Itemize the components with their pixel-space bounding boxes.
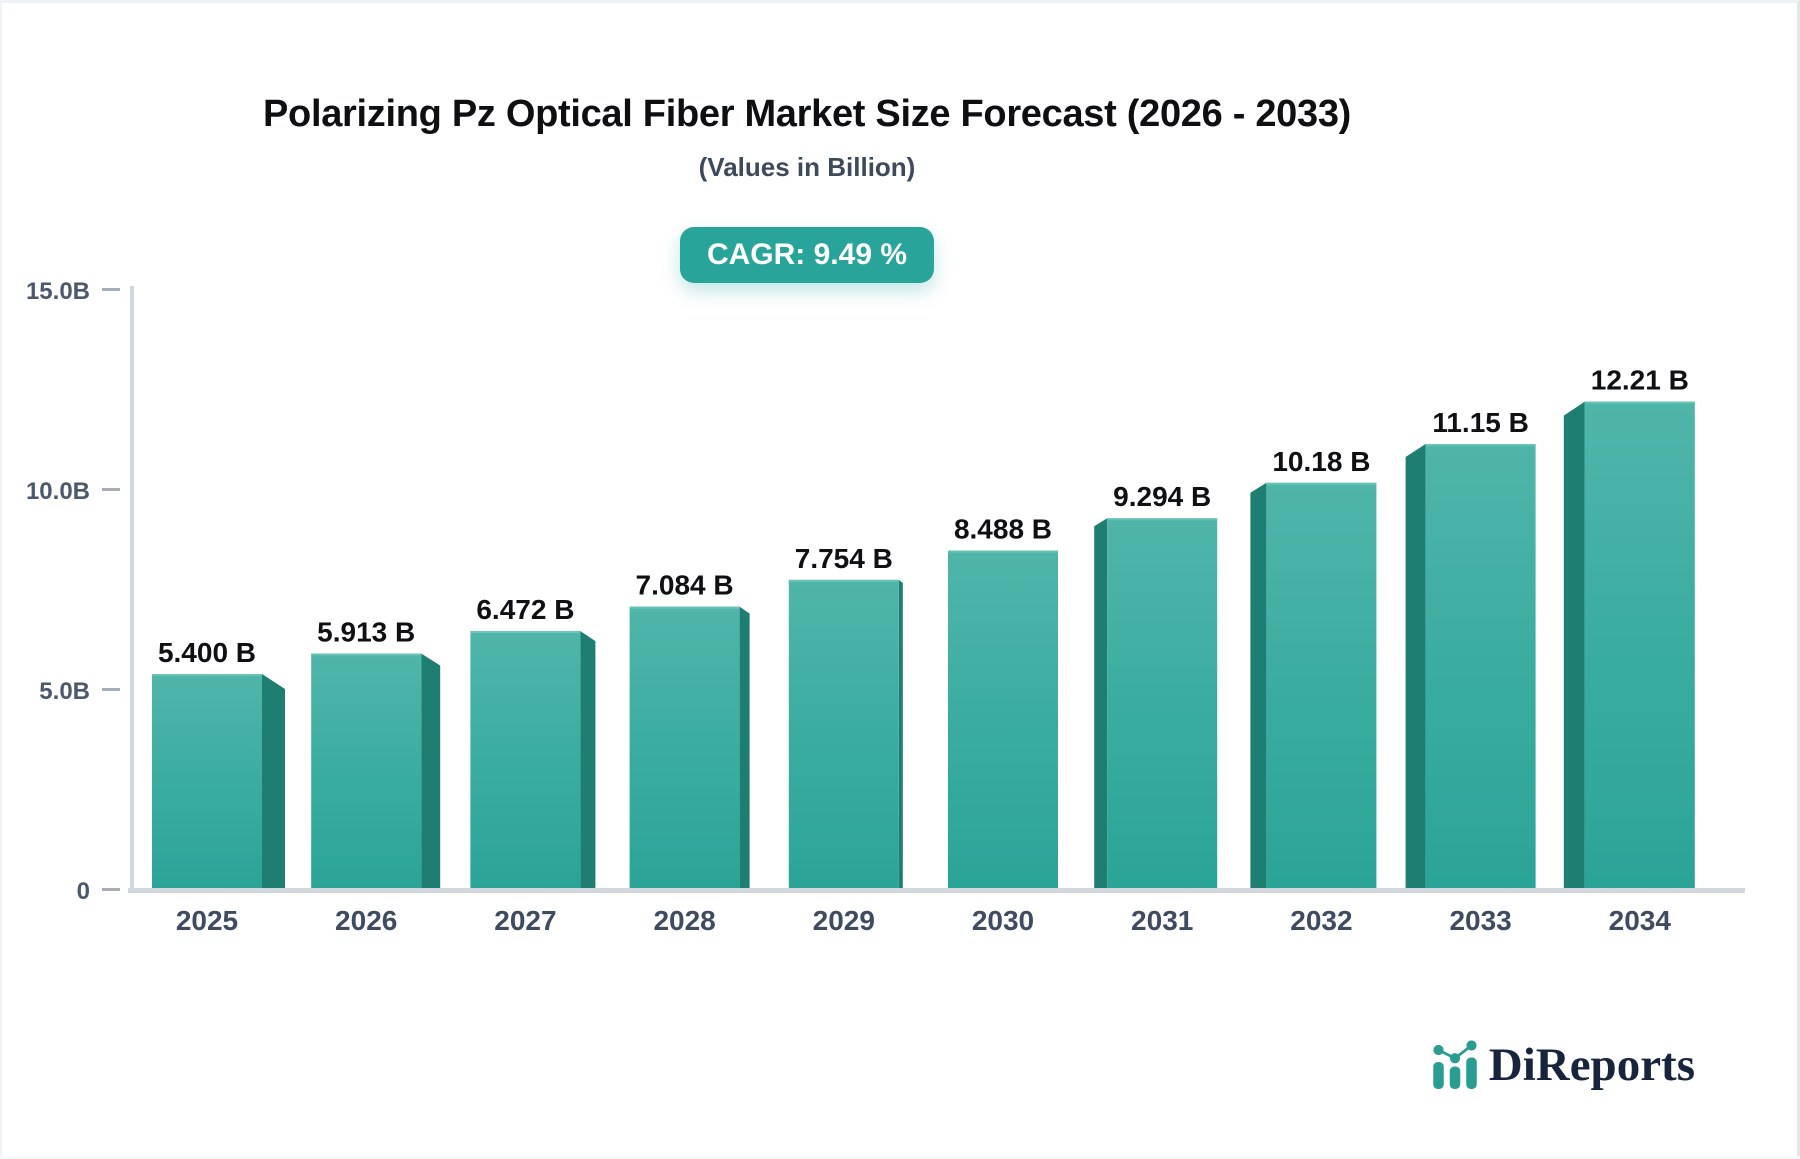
x-label-2028: 2028	[653, 905, 715, 936]
chart-subtitle: (Values in Billion)	[698, 152, 916, 182]
bar-value-label-2025: 5.400 B	[158, 637, 256, 668]
bar-2032	[1266, 482, 1377, 892]
bar-2033	[1425, 444, 1536, 892]
bar-value-label-2028: 7.084 B	[636, 570, 734, 601]
bar-side-2033	[1405, 444, 1426, 892]
y-tick-15.0B	[102, 288, 120, 291]
bar-2025	[152, 674, 262, 892]
bar-value-label-2034: 12.21 B	[1591, 365, 1689, 396]
bar-value-label-2027: 6.472 B	[476, 594, 574, 625]
bar-value-label-2031: 9.294 B	[1113, 481, 1211, 512]
x-label-2032: 2032	[1290, 905, 1352, 936]
chart-title: Polarizing Pz Optical Fiber Market Size …	[262, 93, 1352, 135]
x-label-2026: 2026	[335, 905, 397, 936]
market-size-bar-chart: 0 5.0B 10.0B 15.0B 5.400 B 5.913 B 6.472 B 7.08…	[26, 278, 1745, 936]
bar-value-label-2029: 7.754 B	[795, 543, 893, 574]
cagr-badge: CAGR: 9.49 %	[679, 227, 935, 283]
y-tick-label-15.0B: 15.0B	[26, 278, 90, 305]
x-label-2033: 2033	[1449, 905, 1511, 936]
direports-logo: DiReports	[1429, 1035, 1695, 1095]
bar-value-label-2030: 8.488 B	[954, 513, 1052, 544]
bar-side-2026	[421, 653, 441, 892]
chart-header: Polarizing Pz Optical Fiber Market Size …	[2, 93, 1612, 183]
bar-2029	[788, 579, 899, 892]
x-label-2031: 2031	[1131, 905, 1193, 936]
bar-side-2034	[1563, 401, 1585, 892]
x-label-2034: 2034	[1609, 905, 1672, 936]
logo-text: DiReports	[1488, 1038, 1695, 1091]
y-tick-0	[102, 888, 120, 891]
bar-side-2031	[1094, 518, 1108, 892]
x-axis-line	[128, 888, 1745, 893]
x-label-2030: 2030	[972, 905, 1034, 936]
bar-side-2032	[1250, 482, 1267, 892]
bar-value-label-2026: 5.913 B	[317, 616, 415, 647]
bar-side-2028	[739, 606, 750, 892]
bar-2027	[470, 631, 581, 892]
y-tick-label-5.0B: 5.0B	[39, 678, 90, 705]
y-tick-label-0: 0	[77, 878, 90, 905]
bar-2028	[629, 606, 740, 892]
y-tick-10.0B	[102, 488, 120, 491]
bar-2034	[1584, 401, 1695, 892]
y-axis-line	[130, 286, 134, 893]
bar-side-2025	[262, 674, 285, 892]
bar-side-2027	[580, 631, 596, 892]
x-label-2027: 2027	[494, 905, 556, 936]
y-tick-label-10.0B: 10.0B	[26, 478, 90, 505]
x-label-2025: 2025	[176, 905, 238, 936]
logo-bar-line-chart-icon	[1433, 1040, 1477, 1089]
bar-value-label-2032: 10.18 B	[1272, 446, 1370, 477]
bar-2026	[311, 653, 422, 892]
bar-side-2029	[898, 579, 903, 892]
bar-value-label-2033: 11.15 B	[1432, 407, 1529, 438]
bar-2030	[948, 550, 1058, 892]
y-tick-5.0B	[102, 688, 120, 691]
x-label-2029: 2029	[813, 905, 875, 936]
bar-2031	[1107, 518, 1218, 892]
